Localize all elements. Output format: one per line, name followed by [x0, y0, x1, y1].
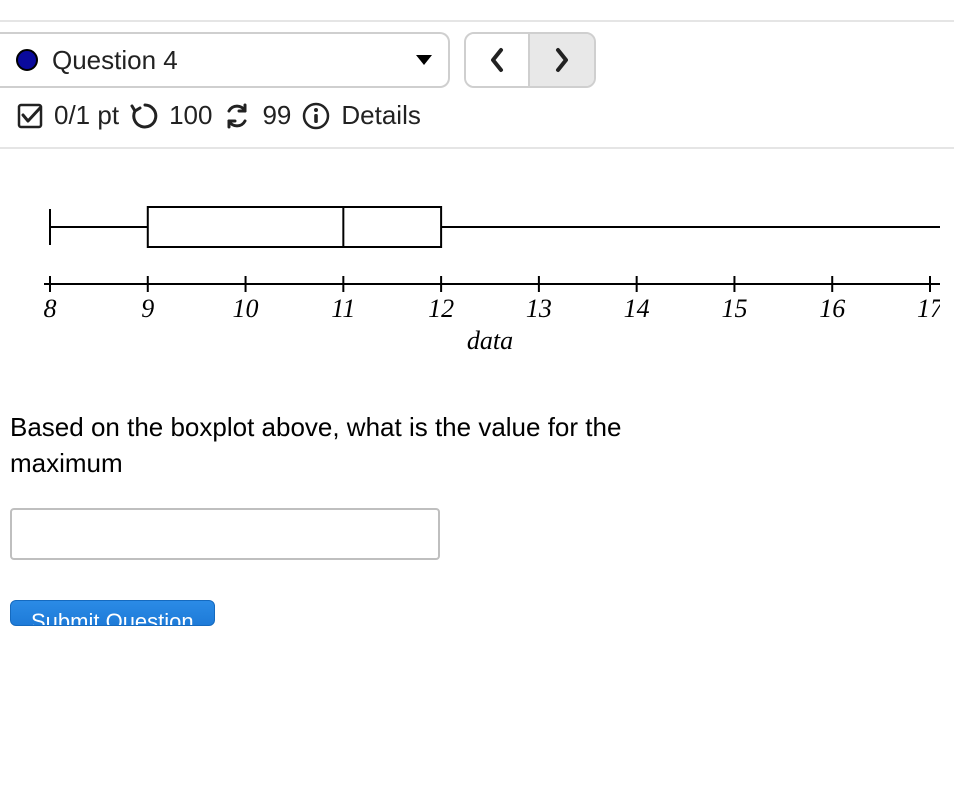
retry-icon	[222, 101, 252, 131]
attempts-history-text: 100	[169, 100, 212, 131]
svg-text:9: 9	[141, 294, 154, 323]
submit-button[interactable]: Submit Question	[10, 600, 215, 626]
question-label: Question 4	[52, 45, 178, 76]
question-header: Question 4	[0, 22, 954, 94]
svg-text:11: 11	[331, 294, 355, 323]
svg-text:13: 13	[526, 294, 552, 323]
question-meta: 0/1 pt 100 99 Details	[0, 94, 954, 149]
prev-question-button[interactable]	[466, 34, 530, 86]
question-nav	[464, 32, 596, 88]
points-text: 0/1 pt	[54, 100, 119, 131]
status-dot-icon	[16, 49, 38, 71]
svg-text:15: 15	[721, 294, 747, 323]
attempts-remaining-text: 99	[262, 100, 291, 131]
question-text: Based on the boxplot above, what is the …	[0, 369, 954, 482]
svg-text:17: 17	[917, 294, 940, 323]
svg-text:10: 10	[233, 294, 259, 323]
question-selector-dropdown[interactable]: Question 4	[0, 32, 450, 88]
next-question-button[interactable]	[530, 34, 594, 86]
svg-text:data: data	[467, 326, 513, 355]
boxplot-svg: 8 9 10 11 12 13 14 15 16 17 data	[10, 189, 940, 369]
answer-input[interactable]	[10, 508, 440, 560]
question-text-line2: maximum	[10, 448, 123, 478]
history-icon	[129, 101, 159, 131]
chevron-right-icon	[553, 47, 571, 73]
details-link[interactable]: Details	[341, 100, 420, 131]
checkbox-icon	[16, 102, 44, 130]
svg-text:16: 16	[819, 294, 845, 323]
info-icon	[301, 101, 331, 131]
chevron-down-icon	[416, 55, 432, 65]
chevron-left-icon	[488, 47, 506, 73]
boxplot-chart: 8 9 10 11 12 13 14 15 16 17 data	[0, 149, 954, 369]
svg-text:12: 12	[428, 294, 454, 323]
svg-text:14: 14	[624, 294, 650, 323]
svg-text:8: 8	[44, 294, 57, 323]
question-text-line1: Based on the boxplot above, what is the …	[10, 412, 621, 442]
